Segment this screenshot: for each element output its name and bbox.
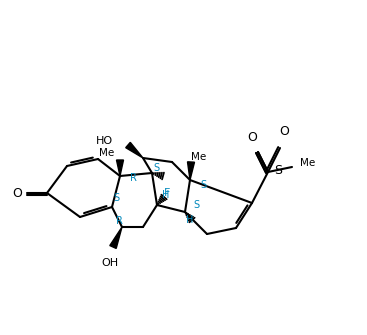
Text: H: H <box>186 215 193 225</box>
Text: S: S <box>113 193 119 203</box>
Text: O: O <box>12 187 22 200</box>
Text: S: S <box>274 163 282 177</box>
Text: S: S <box>153 163 159 173</box>
Text: S: S <box>193 200 199 210</box>
Text: F: F <box>164 188 170 198</box>
Text: OH: OH <box>101 258 119 268</box>
Polygon shape <box>188 162 195 180</box>
Polygon shape <box>126 142 143 158</box>
Text: Me: Me <box>191 152 206 162</box>
Text: R: R <box>116 216 123 226</box>
Text: Me: Me <box>300 158 315 168</box>
Text: HO: HO <box>96 136 113 146</box>
Text: H: H <box>162 190 170 200</box>
Text: O: O <box>247 131 257 144</box>
Text: S: S <box>200 180 206 190</box>
Polygon shape <box>110 227 122 249</box>
Text: O: O <box>279 125 289 138</box>
Text: Me: Me <box>99 148 114 158</box>
Text: R: R <box>130 173 137 183</box>
Polygon shape <box>116 160 124 176</box>
